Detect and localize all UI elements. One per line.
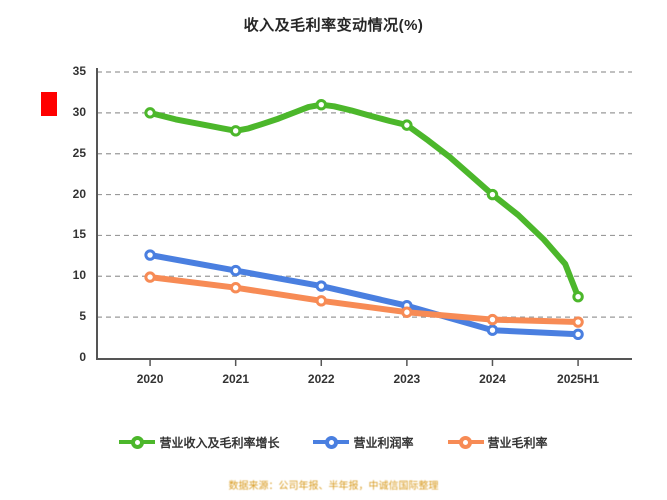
chart-legend: 营业收入及毛利率增长 营业利润率 营业毛利率: [0, 432, 667, 452]
x-axis-tick-label: 2023: [393, 372, 421, 386]
data-point-marker[interactable]: [572, 291, 584, 303]
red-annotation-marker: [41, 92, 57, 116]
data-point-marker[interactable]: [315, 280, 327, 292]
chart-title: 收入及毛利率变动情况(%): [243, 17, 424, 34]
data-point-marker[interactable]: [486, 313, 499, 326]
data-point-marker[interactable]: [486, 324, 499, 336]
data-point-marker[interactable]: [229, 264, 242, 277]
x-tick-marks-group: [149, 359, 579, 366]
source-note: 数据来源：公司年报、半年报，中诚信国际整理: [228, 481, 439, 492]
data-point-marker[interactable]: [572, 328, 584, 341]
legend-item[interactable]: 营业收入及毛利率增长: [119, 432, 279, 452]
data-point-marker[interactable]: [229, 125, 242, 137]
series-line: [147, 252, 582, 338]
x-axis-tick-label: 2021: [222, 372, 250, 386]
data-point-marker[interactable]: [315, 295, 327, 307]
legend-dot-swatch: [130, 435, 144, 449]
y-axis-tick-label: 35: [72, 64, 86, 78]
x-axis-tick-label: 2020: [136, 372, 164, 386]
legend-marker-icon: [447, 432, 484, 452]
legend-dot-swatch: [324, 435, 338, 449]
data-point-marker[interactable]: [401, 119, 413, 131]
legend-marker-icon: [313, 432, 350, 452]
data-point-marker[interactable]: [572, 316, 584, 328]
y-axis-tick-label: 0: [79, 350, 86, 364]
legend-label: 营业收入及毛利率增长: [159, 435, 280, 450]
data-point-marker[interactable]: [315, 98, 327, 111]
data-point-marker[interactable]: [144, 271, 156, 283]
y-axis-tick-label: 20: [72, 186, 86, 201]
y-axis-tick-label: 25: [72, 145, 86, 160]
legend-item[interactable]: 营业利润率: [313, 432, 414, 452]
axis-group: [96, 68, 632, 360]
data-point-marker[interactable]: [229, 282, 242, 294]
legend-label: 营业利润率: [353, 435, 414, 450]
data-point-marker[interactable]: [144, 107, 156, 119]
legend-item[interactable]: 营业毛利率: [447, 432, 548, 452]
legend-dot-swatch: [459, 435, 472, 449]
data-point-marker[interactable]: [486, 188, 499, 201]
data-point-marker[interactable]: [144, 249, 156, 261]
data-series-group: [144, 98, 584, 341]
y-axis-tick-label: 15: [72, 227, 86, 242]
x-axis-tick-label: 2025H1: [557, 372, 600, 386]
y-axis-tick-label: 5: [79, 309, 86, 324]
legend-label: 营业毛利率: [487, 435, 548, 450]
x-axis-tick-label: 2024: [479, 372, 506, 386]
x-axis-tick-label: 2022: [307, 372, 335, 386]
series-line: [147, 274, 582, 325]
y-axis-tick-label: 10: [72, 268, 86, 283]
legend-marker-icon: [119, 432, 156, 452]
data-point-marker[interactable]: [401, 306, 413, 318]
y-axis-tick-label: 30: [72, 104, 86, 119]
